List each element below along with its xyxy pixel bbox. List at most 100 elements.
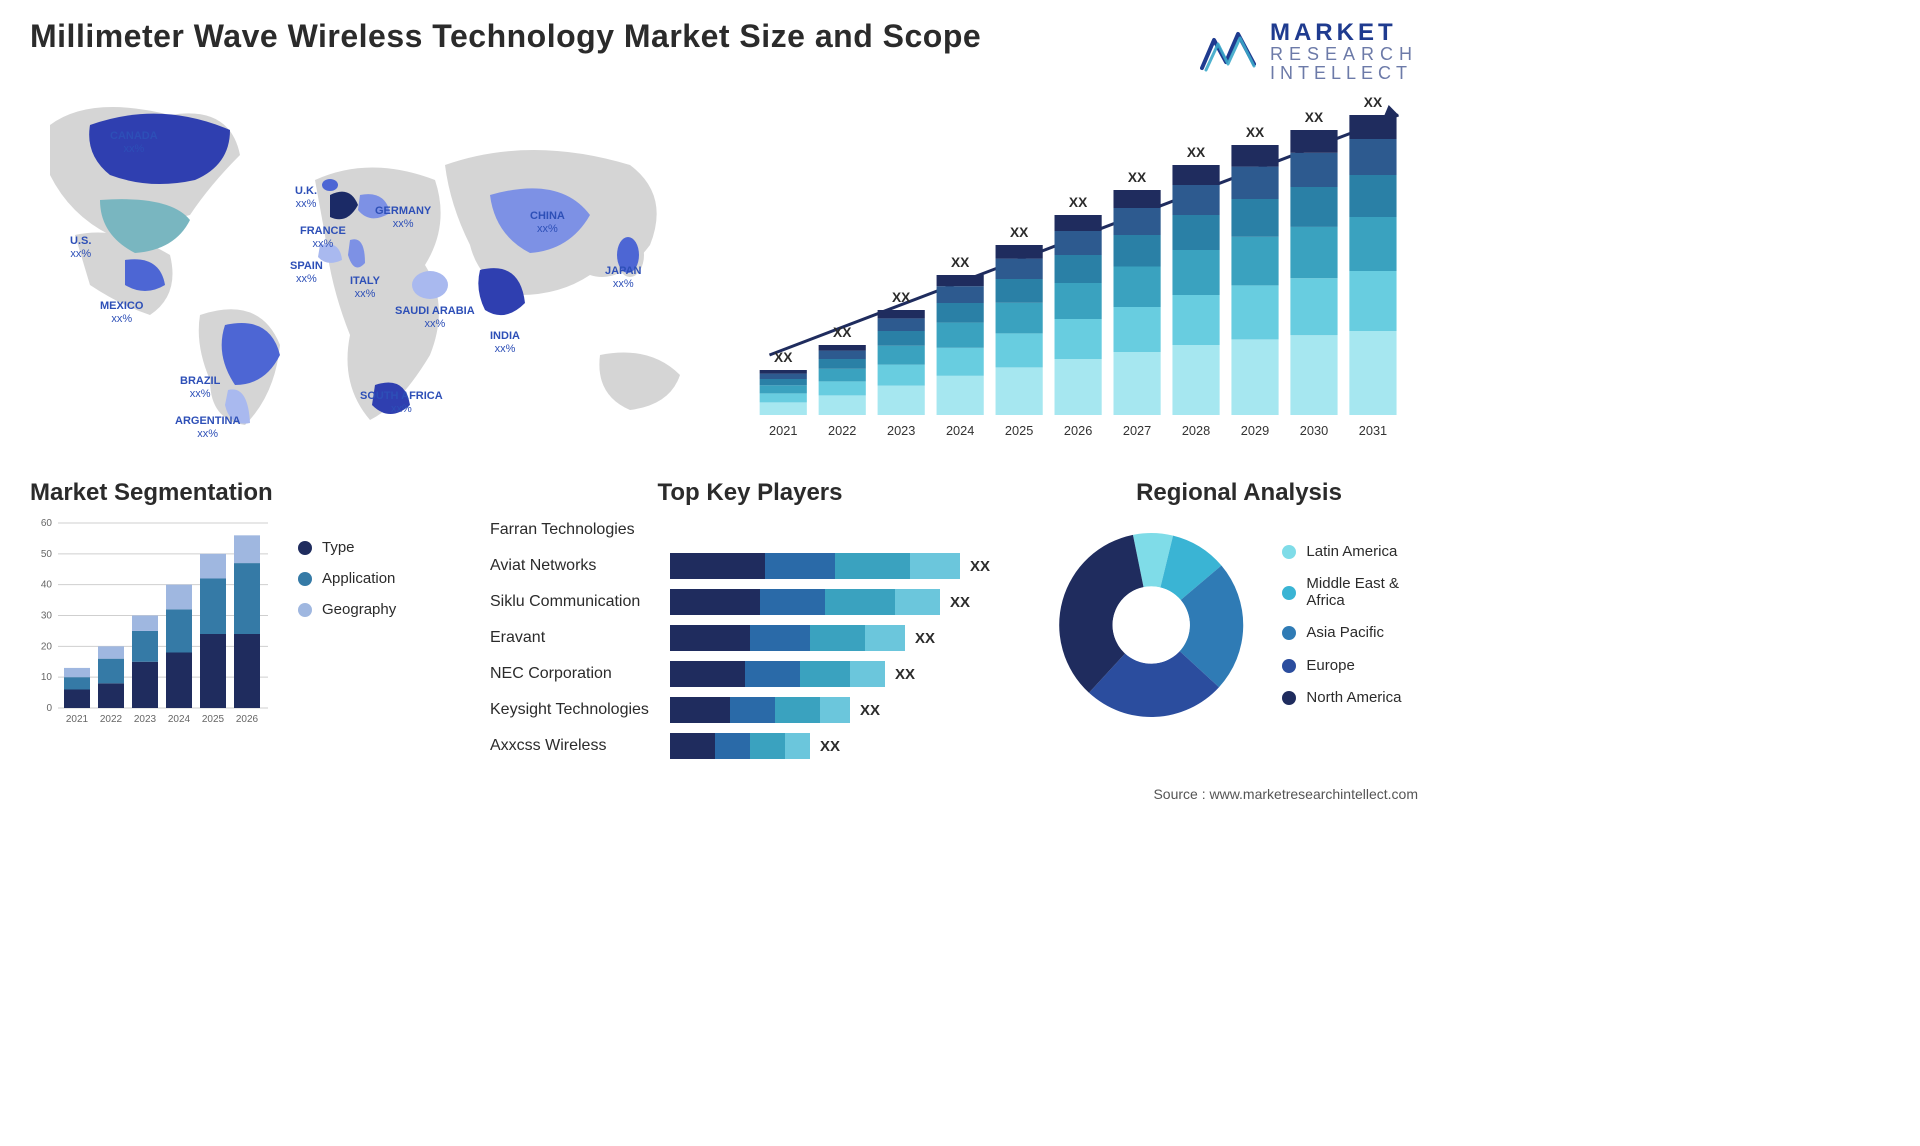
player-name: Eravant — [490, 629, 670, 647]
svg-text:2029: 2029 — [1241, 423, 1269, 438]
region-legend-item: North America — [1282, 690, 1428, 707]
map-label-mexico: MEXICOxx% — [100, 300, 143, 325]
player-value: XX — [895, 666, 915, 683]
source-text: Source : www.marketresearchintellect.com — [1153, 786, 1418, 802]
player-bar-seg — [670, 625, 750, 651]
svg-text:30: 30 — [41, 611, 53, 622]
player-bar — [670, 661, 885, 687]
map-label-spain: SPAINxx% — [290, 260, 323, 285]
map-label-china: CHINAxx% — [530, 210, 565, 235]
player-bar-seg — [670, 661, 745, 687]
svg-text:XX: XX — [1364, 94, 1383, 110]
svg-text:50: 50 — [41, 549, 53, 560]
seg-legend-type: Type — [298, 539, 396, 556]
map-label-canada: CANADAxx% — [110, 130, 158, 155]
map-label-saudi-arabia: SAUDI ARABIAxx% — [395, 305, 475, 330]
svg-text:2027: 2027 — [1123, 423, 1151, 438]
regional-legend: Latin AmericaMiddle East & AfricaAsia Pa… — [1282, 544, 1428, 707]
player-bar — [670, 625, 905, 651]
svg-text:XX: XX — [1305, 109, 1324, 125]
player-row: Siklu Communication XX — [490, 587, 1010, 617]
player-value: XX — [970, 558, 990, 575]
regional-donut-chart — [1050, 515, 1252, 735]
svg-text:2021: 2021 — [769, 423, 797, 438]
seg-legend-application: Application — [298, 570, 396, 587]
brand-logo: MARKET RESEARCH INTELLECT — [1200, 20, 1418, 83]
player-bar-seg — [810, 625, 865, 651]
logo-text-3: INTELLECT — [1270, 64, 1418, 83]
svg-text:2022: 2022 — [100, 714, 123, 725]
player-bar-seg — [785, 733, 810, 759]
player-name: Siklu Communication — [490, 593, 670, 611]
player-value: XX — [950, 594, 970, 611]
map-label-south-africa: SOUTH AFRICAxx% — [360, 390, 443, 415]
player-bar-wrap: XX — [670, 553, 1010, 579]
player-bar-seg — [825, 589, 895, 615]
svg-text:20: 20 — [41, 641, 53, 652]
map-label-brazil: BRAZILxx% — [180, 375, 220, 400]
player-bar-wrap: XX — [670, 589, 1010, 615]
player-bar-seg — [865, 625, 905, 651]
svg-text:XX: XX — [1069, 194, 1088, 210]
map-label-japan: JAPANxx% — [605, 265, 641, 290]
player-bar-seg — [750, 625, 810, 651]
logo-text-1: MARKET — [1270, 20, 1418, 45]
map-label-italy: ITALYxx% — [350, 275, 380, 300]
map-label-argentina: ARGENTINAxx% — [175, 415, 240, 440]
segmentation-title: Market Segmentation — [30, 479, 450, 507]
legend-dot-icon — [1282, 659, 1296, 673]
legend-dot-icon — [298, 572, 312, 586]
svg-text:XX: XX — [951, 254, 970, 270]
segmentation-legend: Type Application Geography — [298, 539, 396, 735]
legend-dot-icon — [1282, 586, 1296, 600]
svg-text:2021: 2021 — [66, 714, 89, 725]
player-bar-wrap: XX — [670, 697, 1010, 723]
player-bar — [670, 697, 850, 723]
legend-label: Geography — [322, 601, 396, 618]
player-row: Axxcss WirelessXX — [490, 731, 1010, 761]
seg-legend-geography: Geography — [298, 601, 396, 618]
legend-dot-icon — [298, 541, 312, 555]
svg-text:XX: XX — [1246, 124, 1265, 140]
map-label-u-s-: U.S.xx% — [70, 235, 91, 260]
player-bar-seg — [910, 553, 960, 579]
svg-text:XX: XX — [774, 349, 793, 365]
players-panel: Top Key Players Farran TechnologiesAviat… — [490, 479, 1010, 769]
segmentation-chart: 0102030405060202120222023202420252026 — [30, 515, 280, 735]
world-map: CANADAxx% U.S.xx% MEXICOxx% BRAZILxx% ARGENT… — [30, 85, 710, 465]
player-bar-seg — [745, 661, 800, 687]
segmentation-panel: Market Segmentation 01020304050602021202… — [30, 479, 450, 769]
player-bar-wrap: XX — [670, 625, 1010, 651]
map-label-india: INDIAxx% — [490, 330, 520, 355]
svg-text:40: 40 — [41, 580, 53, 591]
player-bar-wrap: XX — [670, 733, 1010, 759]
legend-label: Europe — [1306, 658, 1354, 675]
legend-label: Application — [322, 570, 395, 587]
player-bar-seg — [670, 697, 730, 723]
region-legend-item: Latin America — [1282, 544, 1428, 561]
legend-dot-icon — [1282, 545, 1296, 559]
player-row: Farran Technologies — [490, 515, 1010, 545]
legend-label: Asia Pacific — [1306, 625, 1384, 642]
svg-text:2022: 2022 — [828, 423, 856, 438]
player-bar-seg — [670, 733, 715, 759]
logo-text-2: RESEARCH — [1270, 45, 1418, 64]
svg-text:XX: XX — [1128, 169, 1147, 185]
svg-text:XX: XX — [1187, 144, 1206, 160]
svg-text:2031: 2031 — [1359, 423, 1387, 438]
player-bar-seg — [775, 697, 820, 723]
player-bar-seg — [850, 661, 885, 687]
svg-text:2030: 2030 — [1300, 423, 1328, 438]
player-bar-seg — [765, 553, 835, 579]
player-bar-seg — [895, 589, 940, 615]
player-bar — [670, 589, 940, 615]
map-label-u-k-: U.K.xx% — [295, 185, 317, 210]
player-bar-wrap: XX — [670, 661, 1010, 687]
player-bar-seg — [750, 733, 785, 759]
legend-dot-icon — [298, 603, 312, 617]
region-legend-item: Asia Pacific — [1282, 625, 1428, 642]
legend-label: Type — [322, 539, 355, 556]
svg-text:XX: XX — [833, 324, 852, 340]
region-legend-item: Europe — [1282, 658, 1428, 675]
player-bar-seg — [760, 589, 825, 615]
